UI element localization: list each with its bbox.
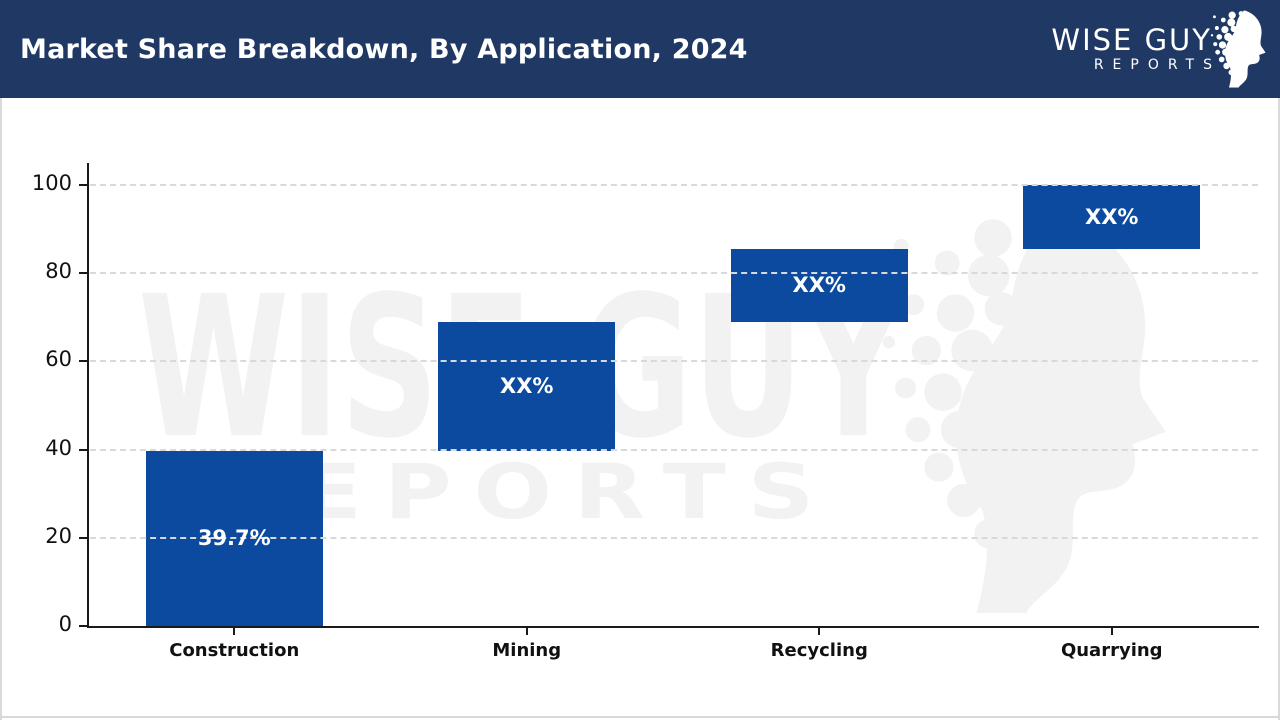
y-axis-tick-label: 20 xyxy=(45,523,72,548)
brand-face-icon xyxy=(1208,10,1266,88)
x-axis-spine xyxy=(87,626,1259,628)
page-title: Market Share Breakdown, By Application, … xyxy=(20,33,748,65)
gridline-60 xyxy=(90,360,1258,363)
y-axis-tick-label: 60 xyxy=(45,347,72,372)
gridline-80 xyxy=(90,272,1258,275)
y-axis-tick-label: 40 xyxy=(45,435,72,460)
y-axis-tick xyxy=(79,360,87,363)
y-axis-spine xyxy=(87,163,89,628)
y-axis-tick-label: 0 xyxy=(58,612,72,636)
header-bar: Market Share Breakdown, By Application, … xyxy=(0,0,1280,98)
bar-value-label-construction: 39.7% xyxy=(197,526,271,551)
gridline-20 xyxy=(90,536,1258,539)
brand-name: WISE GUY xyxy=(1051,22,1212,57)
x-axis-label-quarrying: Quarrying xyxy=(1060,640,1163,661)
page-edge-right xyxy=(1278,98,1280,720)
y-axis-tick-label: 100 xyxy=(31,171,72,195)
x-axis-label-construction: Construction xyxy=(169,640,300,661)
x-axis-tick xyxy=(1110,628,1113,635)
y-axis-tick xyxy=(79,448,87,451)
y-axis-tick xyxy=(79,536,87,539)
y-axis-tick xyxy=(79,625,87,627)
x-axis-tick xyxy=(233,628,236,635)
x-axis-label-mining: Mining xyxy=(492,640,562,661)
x-axis-tick xyxy=(525,628,528,635)
bar-value-label-recycling: XX% xyxy=(792,273,846,298)
x-axis-tick xyxy=(818,628,821,635)
y-axis-tick xyxy=(79,272,87,275)
bar-value-label-mining: XX% xyxy=(500,374,554,399)
gridline-100 xyxy=(90,184,1258,186)
page-edge-left xyxy=(0,98,2,720)
bar-recycling xyxy=(730,248,908,322)
y-axis-tick xyxy=(79,184,87,186)
x-axis-label-recycling: Recycling xyxy=(770,640,868,661)
y-axis-tick-label: 80 xyxy=(45,259,72,284)
gridline-40 xyxy=(90,448,1258,451)
brand-logo-text: WISE GUY REPORTS xyxy=(1051,22,1212,73)
brand-logo: WISE GUY REPORTS xyxy=(1051,10,1266,88)
page-edge-bottom xyxy=(0,716,1280,718)
brand-subname: REPORTS xyxy=(1093,57,1221,74)
bar-mining xyxy=(438,321,616,451)
bar-value-label-quarrying: XX% xyxy=(1085,204,1139,229)
